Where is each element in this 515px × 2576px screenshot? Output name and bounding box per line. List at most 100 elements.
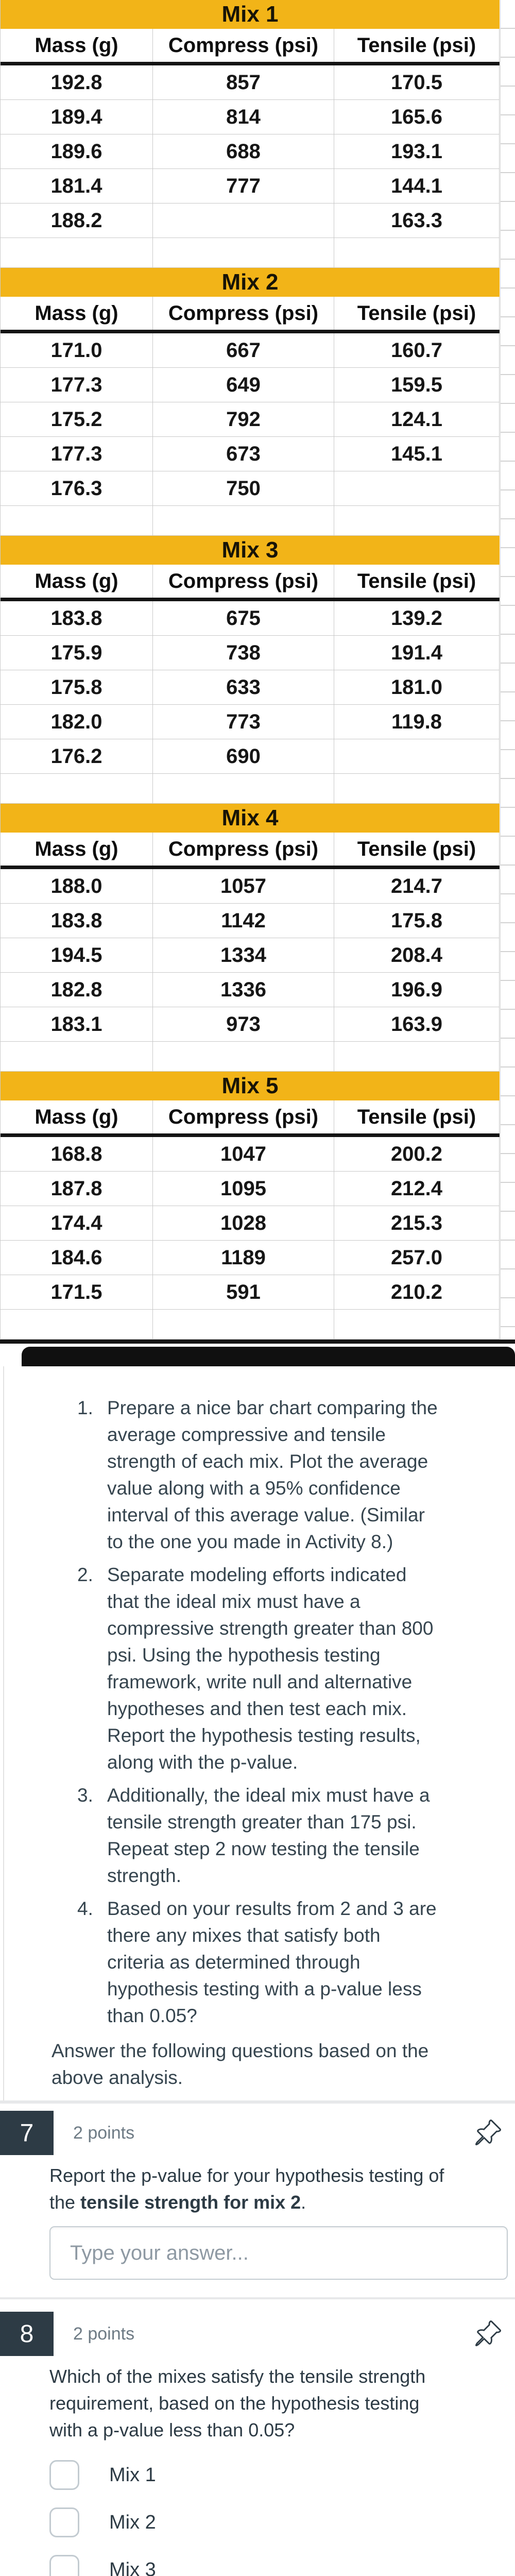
question-text: Which of the mixes satisfy the tensile s… bbox=[49, 2366, 426, 2441]
table-cell: 1334 bbox=[153, 938, 334, 972]
table-cell: 183.1 bbox=[1, 1007, 153, 1041]
instruction-item-4: 4. Based on your results from 2 and 3 ar… bbox=[77, 1895, 489, 2029]
table-cell: 649 bbox=[153, 368, 334, 402]
column-header-tensile: Tensile (psi) bbox=[334, 297, 500, 330]
table-cell: 193.1 bbox=[334, 134, 500, 168]
option-mix-1[interactable]: Mix 1 bbox=[49, 2460, 515, 2490]
table-cell: 1028 bbox=[153, 1206, 334, 1240]
answer-input[interactable] bbox=[49, 2226, 508, 2280]
table-cell bbox=[1, 238, 153, 267]
table-header-row: Mass (g) Compress (psi) Tensile (psi) bbox=[1, 1100, 500, 1133]
table-cell bbox=[153, 204, 334, 238]
table-cell bbox=[1, 1042, 153, 1071]
table-cell: 777 bbox=[153, 169, 334, 203]
table-row: 177.3 649 159.5 bbox=[1, 368, 500, 402]
header-underline bbox=[1, 866, 500, 869]
checkbox-icon[interactable] bbox=[49, 2555, 79, 2576]
table-cell: 690 bbox=[153, 739, 334, 773]
table-cell: 773 bbox=[153, 705, 334, 739]
option-mix-2[interactable]: Mix 2 bbox=[49, 2507, 515, 2537]
checkbox-icon[interactable] bbox=[49, 2507, 79, 2537]
table-cell: 1095 bbox=[153, 1172, 334, 1206]
table-cell: 183.8 bbox=[1, 601, 153, 635]
table-row: 189.6 688 193.1 bbox=[1, 134, 500, 169]
column-header-compress: Compress (psi) bbox=[153, 29, 334, 62]
table-cell: 171.5 bbox=[1, 1275, 153, 1309]
table-cell bbox=[334, 774, 500, 803]
table-row: 182.0 773 119.8 bbox=[1, 705, 500, 739]
checkbox-icon[interactable] bbox=[49, 2460, 79, 2490]
table-cell bbox=[153, 238, 334, 267]
table-cell: 181.0 bbox=[334, 670, 500, 704]
instruction-text: Prepare a nice bar chart comparing the a… bbox=[107, 1397, 438, 1552]
table-empty-row bbox=[1, 506, 500, 536]
pin-icon[interactable] bbox=[474, 2320, 502, 2348]
table-row: 171.0 667 160.7 bbox=[1, 333, 500, 368]
table-cell: 144.1 bbox=[334, 169, 500, 203]
table-empty-row bbox=[1, 238, 500, 268]
table-cell: 163.3 bbox=[334, 204, 500, 238]
table-cell: 591 bbox=[153, 1275, 334, 1309]
column-header-tensile: Tensile (psi) bbox=[334, 565, 500, 598]
instructions-region: 1. Prepare a nice bar chart comparing th… bbox=[0, 1366, 515, 2100]
table-header-row: Mass (g) Compress (psi) Tensile (psi) bbox=[1, 297, 500, 330]
table-cell: 814 bbox=[153, 100, 334, 134]
table-row: 168.8 1047 200.2 bbox=[1, 1137, 500, 1172]
mix-5-table: Mix 5 Mass (g) Compress (psi) Tensile (p… bbox=[0, 1072, 500, 1340]
column-header-mass: Mass (g) bbox=[1, 833, 153, 866]
table-cell: 187.8 bbox=[1, 1172, 153, 1206]
pin-icon[interactable] bbox=[474, 2119, 502, 2147]
table-cell bbox=[153, 506, 334, 535]
mix-table-title: Mix 4 bbox=[1, 804, 500, 833]
table-cell: 1057 bbox=[153, 869, 334, 903]
table-row: 183.8 675 139.2 bbox=[1, 601, 500, 636]
table-cell bbox=[334, 471, 500, 505]
table-cell bbox=[1, 1310, 153, 1339]
table-cell: 165.6 bbox=[334, 100, 500, 134]
header-underline bbox=[1, 62, 500, 65]
table-cell bbox=[1, 774, 153, 803]
table-row: 175.8 633 181.0 bbox=[1, 670, 500, 705]
table-cell: 177.3 bbox=[1, 437, 153, 471]
list-number: 1. bbox=[77, 1397, 93, 1418]
table-row: 189.4 814 165.6 bbox=[1, 100, 500, 134]
question-text-bold: tensile strength for mix 2 bbox=[80, 2192, 301, 2213]
option-mix-3[interactable]: Mix 3 bbox=[49, 2555, 515, 2576]
table-cell: 194.5 bbox=[1, 938, 153, 972]
table-row: 192.8 857 170.5 bbox=[1, 65, 500, 100]
mix-3-table: Mix 3 Mass (g) Compress (psi) Tensile (p… bbox=[0, 536, 500, 804]
question-points: 2 points bbox=[73, 2324, 135, 2344]
table-cell bbox=[153, 774, 334, 803]
column-header-mass: Mass (g) bbox=[1, 297, 153, 330]
table-cell: 750 bbox=[153, 471, 334, 505]
table-cell: 183.8 bbox=[1, 904, 153, 938]
table-cell: 159.5 bbox=[334, 368, 500, 402]
table-cell: 171.0 bbox=[1, 333, 153, 367]
table-header-row: Mass (g) Compress (psi) Tensile (psi) bbox=[1, 565, 500, 598]
table-cell: 1142 bbox=[153, 904, 334, 938]
header-underline bbox=[1, 1133, 500, 1137]
question-text-prefix: Report the p-value for your hypothesis t… bbox=[49, 2165, 444, 2213]
table-empty-row bbox=[1, 774, 500, 804]
table-cell bbox=[1, 506, 153, 535]
table-cell: 176.2 bbox=[1, 739, 153, 773]
answer-options: Mix 1 Mix 2 Mix 3 Mix 4 Mix 5 bbox=[0, 2460, 515, 2576]
table-empty-row bbox=[1, 1310, 500, 1340]
table-cell: 168.8 bbox=[1, 1137, 153, 1171]
table-cell: 633 bbox=[153, 670, 334, 704]
table-cell: 792 bbox=[153, 402, 334, 436]
table-cell: 182.8 bbox=[1, 973, 153, 1007]
column-header-mass: Mass (g) bbox=[1, 29, 153, 62]
table-row: 182.8 1336 196.9 bbox=[1, 973, 500, 1007]
table-cell: 257.0 bbox=[334, 1241, 500, 1275]
table-cell bbox=[153, 1310, 334, 1339]
question-points: 2 points bbox=[73, 2123, 135, 2143]
spreadsheet-photo: Mix 1 Mass (g) Compress (psi) Tensile (p… bbox=[0, 0, 515, 1366]
table-cell: 857 bbox=[153, 65, 334, 99]
instruction-item-3: 3. Additionally, the ideal mix must have… bbox=[77, 1782, 489, 1889]
table-cell: 215.3 bbox=[334, 1206, 500, 1240]
list-number: 3. bbox=[77, 1785, 93, 1806]
header-underline bbox=[1, 598, 500, 601]
option-label: Mix 1 bbox=[109, 2464, 156, 2486]
table-cell: 175.8 bbox=[1, 670, 153, 704]
